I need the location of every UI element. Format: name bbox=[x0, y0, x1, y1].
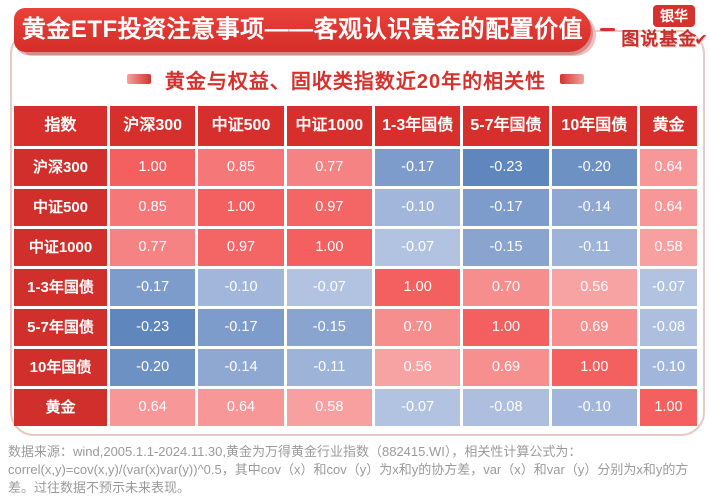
correlation-cell: 0.64 bbox=[110, 389, 196, 426]
correlation-cell: -0.17 bbox=[110, 269, 196, 306]
correlation-cell: 0.58 bbox=[640, 229, 697, 266]
subtitle-marker-left-icon bbox=[126, 74, 151, 84]
correlation-cell: 0.64 bbox=[198, 389, 284, 426]
correlation-cell: -0.17 bbox=[198, 309, 284, 346]
footnote: 数据来源：wind,2005.1.1-2024.11.30,黄金为万得黄金行业指… bbox=[8, 444, 689, 495]
correlation-cell: -0.10 bbox=[375, 189, 461, 226]
correlation-cell: -0.07 bbox=[640, 269, 697, 306]
correlation-cell: 0.97 bbox=[198, 229, 284, 266]
correlation-cell: -0.10 bbox=[198, 269, 284, 306]
correlation-cell: 0.85 bbox=[110, 189, 196, 226]
correlation-cell: 1.00 bbox=[551, 349, 637, 386]
page-title: 黄金ETF投资注意事项——客观认识黄金的配置价值 bbox=[14, 8, 591, 52]
brand-logo: 银华 图说基金✔ bbox=[620, 5, 710, 51]
correlation-cell: -0.08 bbox=[463, 389, 549, 426]
column-header: 中证1000 bbox=[286, 106, 372, 146]
row-label: 中证500 bbox=[14, 189, 107, 226]
row-label: 5-7年国债 bbox=[14, 309, 107, 346]
title-logo-divider bbox=[600, 28, 615, 31]
correlation-cell: -0.14 bbox=[551, 189, 637, 226]
row-label: 10年国债 bbox=[14, 349, 107, 386]
correlation-cell: -0.11 bbox=[286, 349, 372, 386]
column-header: 10年国债 bbox=[551, 106, 637, 146]
correlation-cell: 0.70 bbox=[463, 269, 549, 306]
brand-logo-bottom: 图说基金✔ bbox=[620, 25, 710, 51]
correlation-cell: -0.07 bbox=[375, 389, 461, 426]
correlation-cell: -0.20 bbox=[551, 149, 637, 186]
row-label: 黄金 bbox=[14, 389, 107, 426]
correlation-table: 指数 沪深300 中证500 中证1000 1-3年国债 5-7年国债 10年国债 黄金 沪深3… bbox=[14, 106, 697, 426]
correlation-cell: -0.20 bbox=[110, 349, 196, 386]
correlation-cell: -0.07 bbox=[375, 229, 461, 266]
correlation-cell: 0.69 bbox=[551, 309, 637, 346]
checkmark-icon: ✔ bbox=[694, 32, 709, 49]
brand-logo-text: 图说基金 bbox=[621, 29, 698, 49]
correlation-cell: 0.69 bbox=[463, 349, 549, 386]
correlation-cell: 0.64 bbox=[640, 149, 697, 186]
correlation-cell: 0.85 bbox=[198, 149, 284, 186]
correlation-cell: -0.14 bbox=[198, 349, 284, 386]
correlation-cell: 0.70 bbox=[375, 309, 461, 346]
subtitle-marker-right-icon bbox=[560, 74, 585, 84]
correlation-cell: -0.11 bbox=[551, 229, 637, 266]
correlation-cell: 0.97 bbox=[286, 189, 372, 226]
column-header: 黄金 bbox=[640, 106, 697, 146]
correlation-cell: 0.77 bbox=[286, 149, 372, 186]
brand-logo-top: 银华 bbox=[653, 5, 695, 27]
chart-subtitle-row: 黄金与权益、固收类指数近20年的相关性 bbox=[14, 62, 697, 96]
row-label: 中证1000 bbox=[14, 229, 107, 266]
column-header: 1-3年国债 bbox=[375, 106, 461, 146]
correlation-cell: 0.56 bbox=[551, 269, 637, 306]
correlation-cell: -0.07 bbox=[286, 269, 372, 306]
correlation-cell: -0.17 bbox=[375, 149, 461, 186]
correlation-cell: 1.00 bbox=[463, 309, 549, 346]
correlation-cell: 1.00 bbox=[110, 149, 196, 186]
correlation-cell: 0.58 bbox=[286, 389, 372, 426]
correlation-cell: 0.56 bbox=[375, 349, 461, 386]
correlation-cell: -0.08 bbox=[640, 309, 697, 346]
correlation-cell: -0.10 bbox=[640, 349, 697, 386]
column-header: 指数 bbox=[14, 106, 107, 146]
correlation-cell: 1.00 bbox=[286, 229, 372, 266]
column-header: 沪深300 bbox=[110, 106, 196, 146]
correlation-cell: -0.10 bbox=[551, 389, 637, 426]
row-label: 1-3年国债 bbox=[14, 269, 107, 306]
row-label: 沪深300 bbox=[14, 149, 107, 186]
correlation-cell: 1.00 bbox=[375, 269, 461, 306]
column-header: 5-7年国债 bbox=[463, 106, 549, 146]
correlation-cell: 0.77 bbox=[110, 229, 196, 266]
correlation-cell: -0.23 bbox=[463, 149, 549, 186]
correlation-cell: -0.17 bbox=[463, 189, 549, 226]
correlation-cell: -0.15 bbox=[463, 229, 549, 266]
correlation-cell: -0.15 bbox=[286, 309, 372, 346]
chart-title: 黄金与权益、固收类指数近20年的相关性 bbox=[164, 70, 547, 93]
correlation-cell: 1.00 bbox=[198, 189, 284, 226]
column-header: 中证500 bbox=[198, 106, 284, 146]
correlation-cell: -0.23 bbox=[110, 309, 196, 346]
correlation-cell: 1.00 bbox=[640, 389, 697, 426]
correlation-cell: 0.64 bbox=[640, 189, 697, 226]
